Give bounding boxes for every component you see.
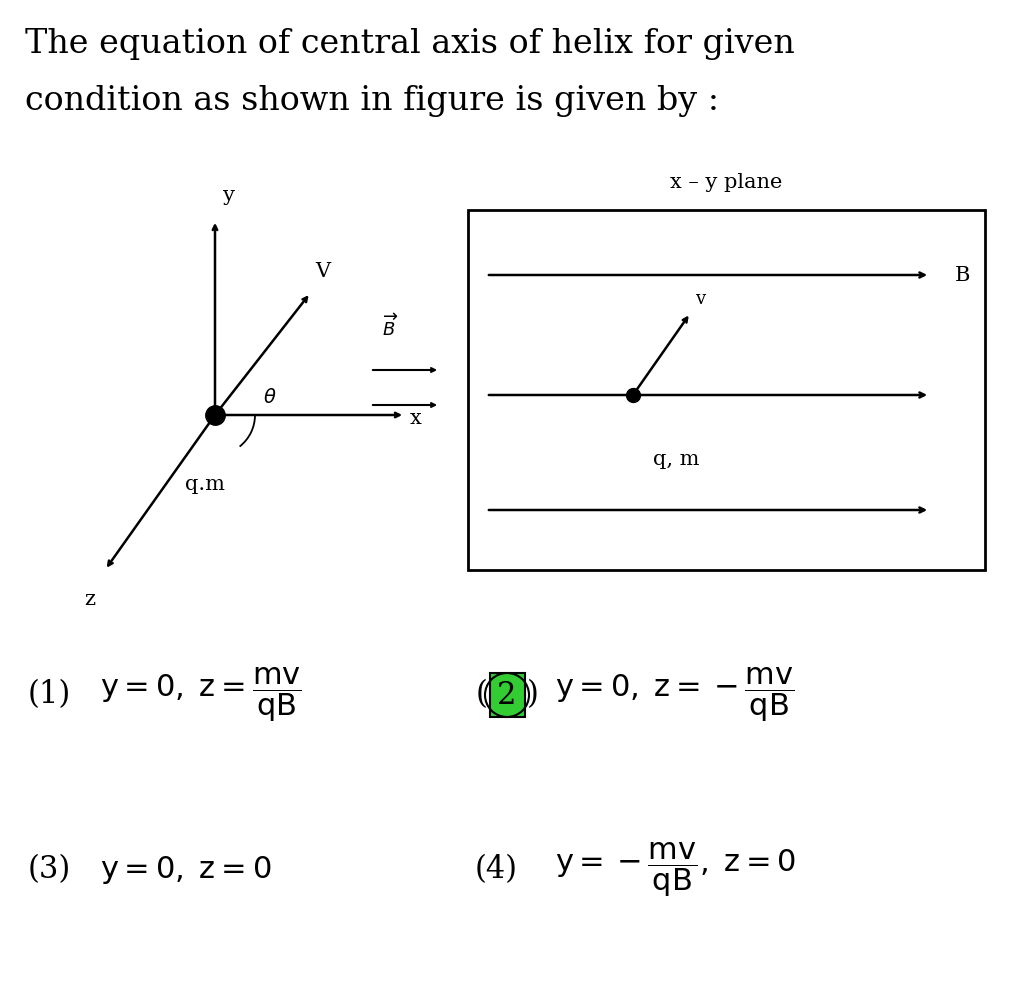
Text: The equation of central axis of helix for given: The equation of central axis of helix fo…: [25, 28, 795, 60]
Text: $\mathrm{y = 0,\; z = 0}$: $\mathrm{y = 0,\; z = 0}$: [100, 854, 271, 886]
Bar: [468, 210, 985, 570]
Text: $\mathrm{y = 0,\; z = \dfrac{mv}{qB}}$: $\mathrm{y = 0,\; z = \dfrac{mv}{qB}}$: [100, 666, 302, 724]
Text: x: x: [410, 409, 422, 428]
Text: 2: 2: [498, 680, 517, 711]
Text: ): ): [527, 680, 539, 711]
Text: $\theta$: $\theta$: [263, 388, 276, 407]
Text: q.m: q.m: [185, 475, 225, 494]
Text: condition as shown in figure is given by :: condition as shown in figure is given by…: [25, 85, 719, 117]
Text: (1): (1): [28, 680, 72, 711]
Text: x – y plane: x – y plane: [671, 173, 782, 192]
Text: (: (: [475, 680, 487, 711]
Text: z: z: [85, 590, 95, 609]
Text: $\mathrm{y = -\dfrac{mv}{qB},\; z = 0}$: $\mathrm{y = -\dfrac{mv}{qB},\; z = 0}$: [555, 840, 797, 899]
Text: q, m: q, m: [653, 450, 699, 469]
Text: v: v: [695, 290, 706, 308]
Bar: [490, 673, 525, 717]
Text: B: B: [955, 265, 971, 284]
Text: (4): (4): [475, 854, 518, 885]
Text: (3): (3): [28, 854, 72, 885]
Text: $\mathrm{y = 0,\; z = -\dfrac{mv}{qB}}$: $\mathrm{y = 0,\; z = -\dfrac{mv}{qB}}$: [555, 666, 795, 724]
Text: y: y: [223, 186, 234, 205]
Text: V: V: [315, 262, 331, 281]
Text: $\overrightarrow{B}$: $\overrightarrow{B}$: [382, 313, 398, 340]
